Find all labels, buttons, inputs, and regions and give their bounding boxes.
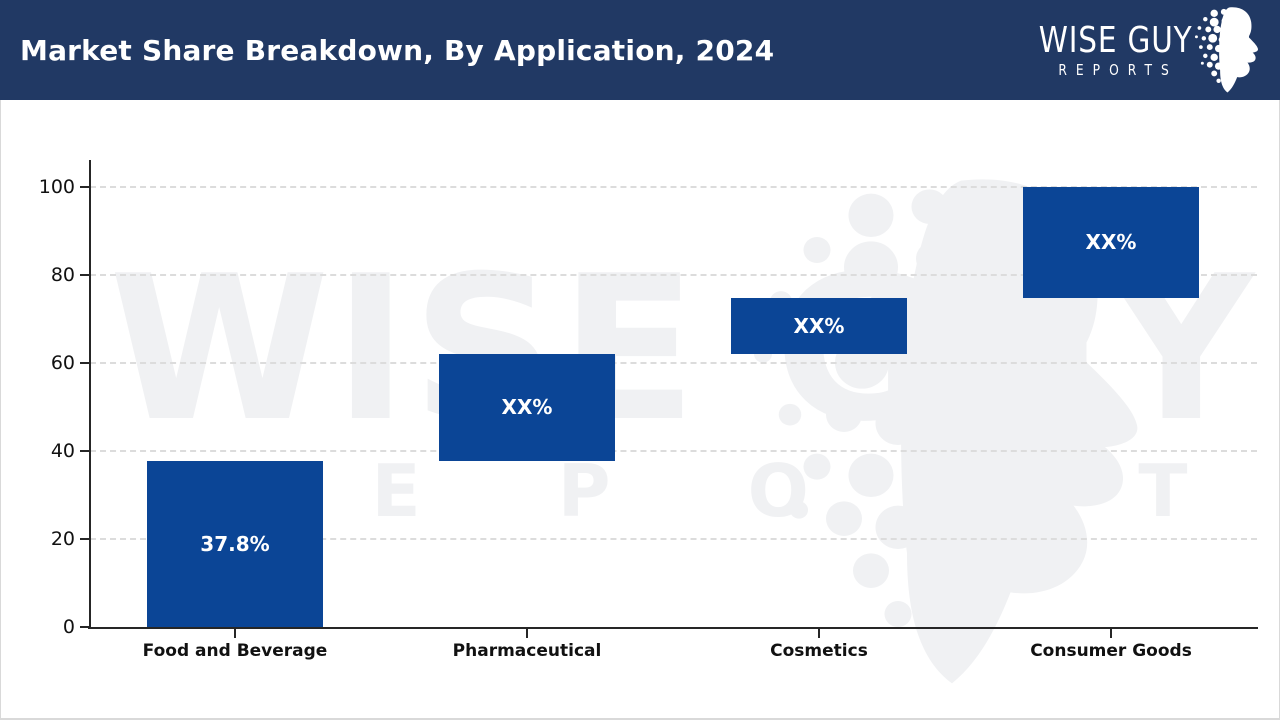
x-category-label: Pharmaceutical — [452, 641, 602, 661]
y-gridline — [90, 362, 1257, 364]
x-category-label: Food and Beverage — [142, 641, 328, 661]
y-gridline — [90, 538, 1257, 540]
y-gridline — [90, 186, 1257, 188]
bar-value-label: XX% — [501, 395, 553, 420]
y-tick-mark — [80, 362, 89, 364]
x-axis-line — [88, 627, 1258, 629]
y-tick-label: 0 — [62, 616, 75, 638]
x-category-label: Consumer Goods — [1030, 641, 1192, 661]
header-bar: Market Share Breakdown, By Application, … — [0, 0, 1280, 100]
y-gridline — [90, 274, 1257, 276]
x-tick-mark — [818, 629, 820, 638]
x-category-label: Cosmetics — [770, 641, 868, 661]
wiseguy-head-icon — [1194, 7, 1259, 93]
bar-pharmaceutical: XX% — [439, 354, 615, 461]
y-tick-mark — [80, 626, 89, 628]
waterfall-chart: WISE GUY R E P O R T S 02040608010037.8%… — [0, 100, 1280, 720]
y-gridline — [90, 450, 1257, 452]
wiseguy-logo-text: WISE GUY REPORTS — [1038, 19, 1192, 79]
wiseguy-logo: WISE GUY REPORTS — [1005, 6, 1267, 94]
y-tick-label: 80 — [50, 264, 75, 286]
y-tick-mark — [80, 186, 89, 188]
x-tick-mark — [526, 629, 528, 638]
y-tick-label: 100 — [38, 176, 75, 198]
bar-food-and-beverage: 37.8% — [147, 460, 323, 627]
bar-value-label: XX% — [793, 314, 845, 339]
y-tick-label: 20 — [50, 528, 75, 550]
page-title: Market Share Breakdown, By Application, … — [20, 33, 775, 67]
x-tick-mark — [1110, 629, 1112, 638]
y-tick-label: 60 — [50, 352, 75, 374]
x-tick-mark — [234, 629, 236, 638]
bar-consumer-goods: XX% — [1023, 187, 1199, 298]
y-tick-label: 40 — [50, 440, 75, 462]
y-tick-mark — [80, 450, 89, 452]
logo-brand-name: WISE GUY — [1038, 19, 1192, 61]
bar-value-label: 37.8% — [200, 531, 270, 556]
bar-value-label: XX% — [1085, 230, 1137, 255]
logo-brand-sub: REPORTS — [1057, 60, 1178, 79]
y-axis-line — [89, 160, 91, 629]
y-tick-mark — [80, 274, 89, 276]
y-tick-mark — [80, 538, 89, 540]
bar-cosmetics: XX% — [731, 297, 907, 355]
